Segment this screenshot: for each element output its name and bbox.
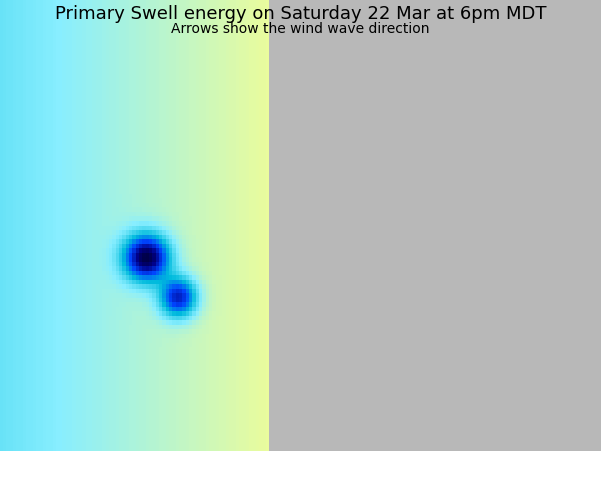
Text: Primary Swell energy on Saturday 22 Mar at 6pm MDT: Primary Swell energy on Saturday 22 Mar … [55,5,546,23]
Text: Arrows show the wind wave direction: Arrows show the wind wave direction [171,22,430,36]
